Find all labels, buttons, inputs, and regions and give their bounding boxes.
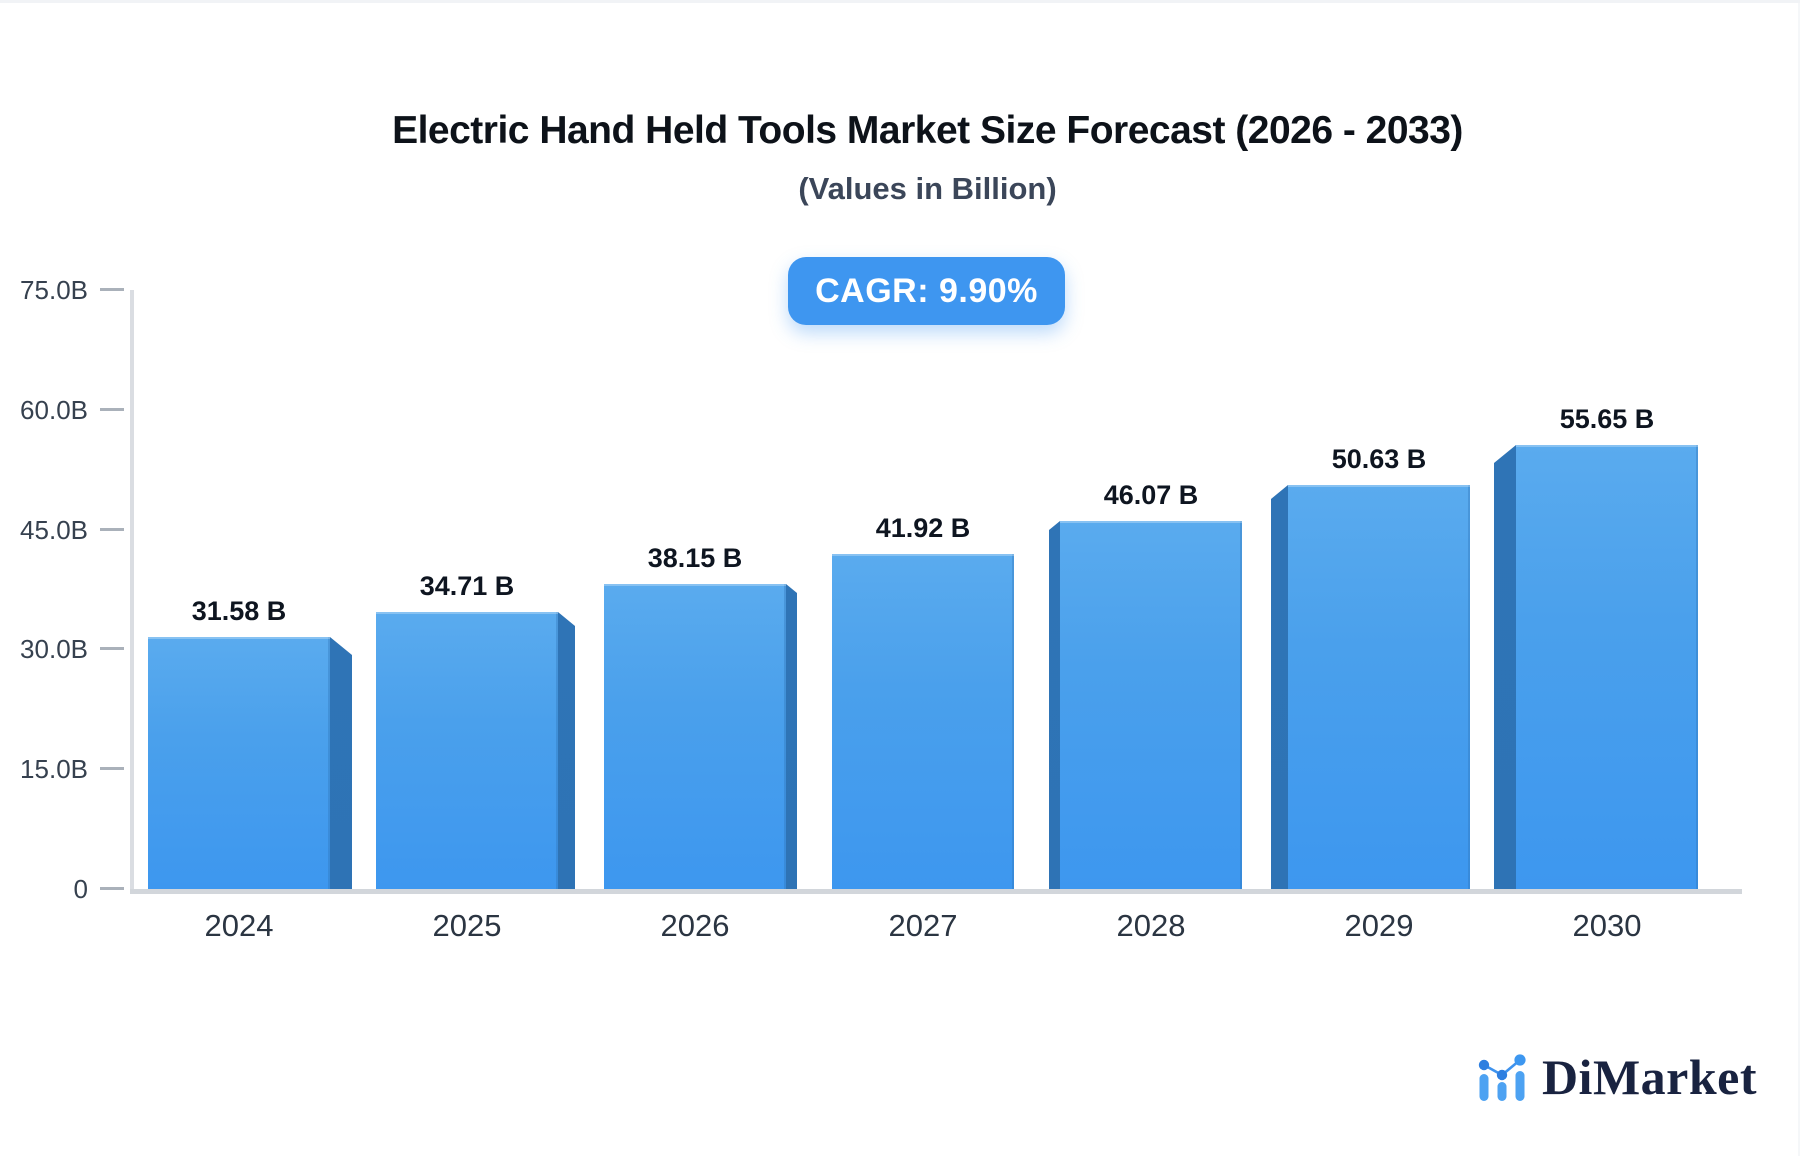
y-axis-line: [130, 290, 134, 894]
cagr-badge[interactable]: CAGR: 9.90%: [788, 257, 1065, 325]
y-tick-label: 15.0B: [20, 754, 88, 784]
bar-side-face: [1271, 485, 1288, 889]
y-tick-label: 60.0B: [20, 395, 88, 425]
bar-value-label: 55.65 B: [1559, 404, 1655, 434]
x-axis-label: 2025: [432, 908, 502, 943]
mini-bar-chart-icon: [1478, 1053, 1526, 1101]
x-axis-line: [130, 889, 1742, 894]
x-axis-label: 2030: [1572, 908, 1642, 943]
y-tick-mark: [100, 408, 124, 411]
y-tick-label: 0: [73, 874, 88, 904]
cagr-badge-label: CAGR: 9.90%: [815, 271, 1038, 310]
y-tick-label: 75.0B: [20, 275, 88, 305]
bar-value-label: 46.07 B: [1103, 480, 1199, 510]
bar-value-label: 34.71 B: [419, 571, 515, 601]
bar-front-face: [604, 584, 786, 889]
x-axis-label: 2027: [888, 908, 958, 943]
bar-front-face: [148, 637, 330, 889]
logo-text: DiMarket: [1541, 1049, 1757, 1105]
bar-value-label: 38.15 B: [647, 543, 743, 573]
bar-side-face: [330, 637, 352, 889]
bar-front-face: [1288, 485, 1470, 889]
bar-side-face: [1494, 445, 1516, 889]
y-tick-mark: [100, 647, 124, 650]
bar-side-face: [786, 584, 797, 889]
y-tick-mark: [100, 887, 124, 890]
bar-side-face: [558, 612, 575, 889]
y-tick-mark: [100, 528, 124, 531]
y-tick-label: 45.0B: [20, 515, 88, 545]
bar-side-face: [1049, 521, 1060, 889]
y-tick-mark: [100, 767, 124, 770]
bar-front-face: [1060, 521, 1242, 889]
x-axis-label: 2028: [1116, 908, 1186, 943]
bar-value-label: 31.58 B: [191, 596, 287, 626]
bar-chart: 0 15.0B 30.0B 45.0B 60.0B 75.0B 31.58 B 2024 34.…: [0, 3, 1800, 1156]
x-axis-label: 2026: [660, 908, 730, 943]
bar-value-label: 50.63 B: [1331, 444, 1427, 474]
x-axis-label: 2029: [1344, 908, 1414, 943]
bar-front-face: [832, 554, 1014, 889]
x-axis-label: 2024: [204, 908, 274, 943]
y-tick-label: 30.0B: [20, 634, 88, 664]
bar-value-label: 41.92 B: [875, 513, 971, 543]
y-tick-mark: [100, 288, 124, 291]
dimarket-logo[interactable]: DiMarket: [1477, 1048, 1757, 1106]
bar-front-face: [376, 612, 558, 889]
bar-front-face: [1516, 445, 1698, 889]
